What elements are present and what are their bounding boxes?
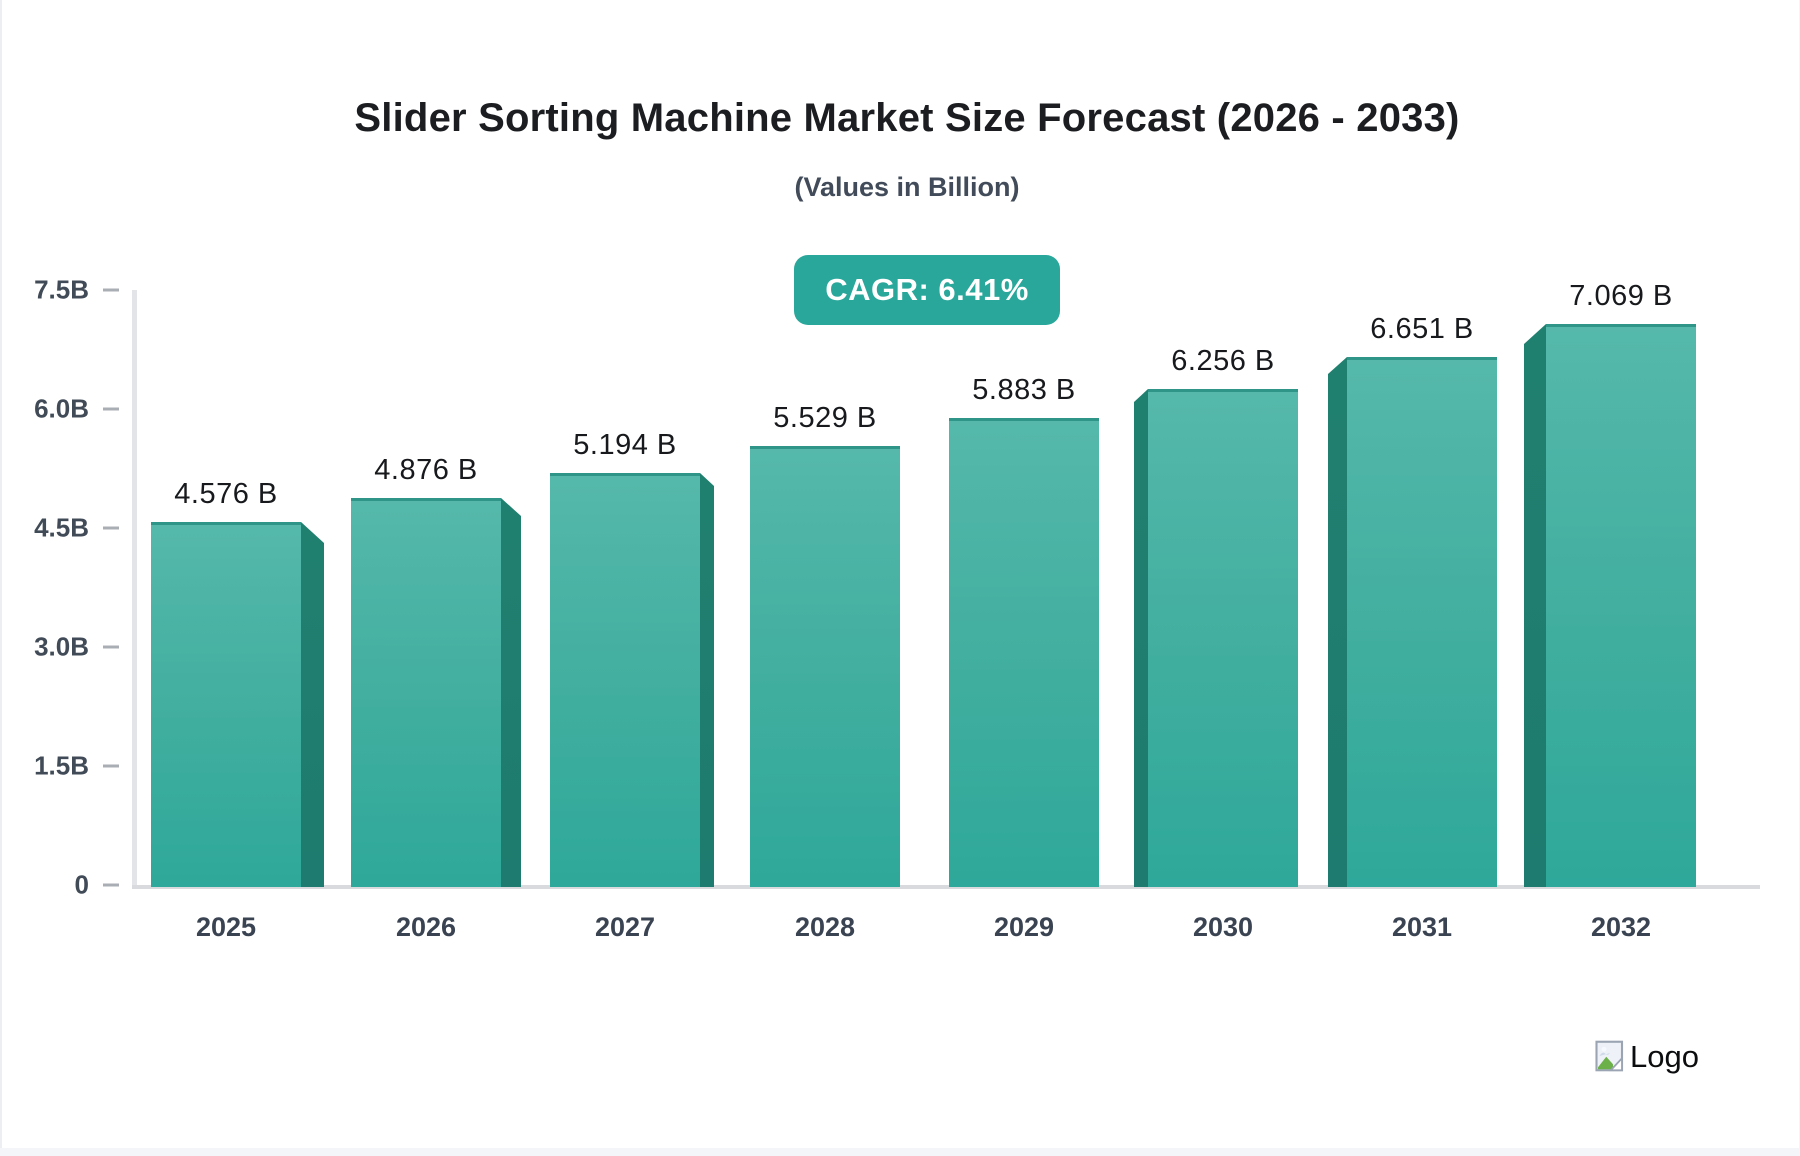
- bar-value-label: 4.876 B: [374, 454, 478, 486]
- cagr-badge: CAGR: 6.41%: [794, 255, 1060, 325]
- bar-value-label: 5.194 B: [573, 429, 677, 461]
- bar-3d-side-face: [1328, 357, 1347, 887]
- logo-fallback-text: Logo: [1630, 1038, 1699, 1074]
- bar-value-label: 7.069 B: [1569, 280, 1673, 312]
- bar-value-label: 4.576 B: [174, 478, 278, 510]
- bar-3d-side-face: [301, 522, 324, 887]
- y-axis-tick-label: 0: [74, 869, 89, 900]
- chart-title: Slider Sorting Machine Market Size Forec…: [354, 96, 1460, 140]
- y-axis-tick-mark: [103, 526, 119, 530]
- chart-subtitle: (Values in Billion): [794, 172, 1020, 202]
- bar-3d-side-face: [1134, 389, 1148, 887]
- bar: [949, 418, 1099, 887]
- y-axis-tick-mark: [103, 407, 119, 411]
- y-axis-tick-mark: [103, 645, 119, 649]
- y-axis-line: [132, 290, 137, 887]
- y-axis-tick-label: 1.5B: [34, 750, 89, 781]
- y-axis-tick-label: 6.0B: [34, 393, 89, 424]
- bar-value-label: 6.651 B: [1370, 313, 1474, 345]
- bar: [550, 473, 700, 887]
- bar-3d-side-face: [501, 498, 521, 887]
- bar: [750, 446, 900, 887]
- bar: [1347, 357, 1497, 887]
- broken-image-icon: [1595, 1040, 1624, 1072]
- y-axis-tick-mark: [103, 883, 119, 887]
- bar: [351, 498, 501, 887]
- x-axis-label: 2025: [195, 912, 257, 942]
- x-axis-baseline: [132, 885, 1760, 889]
- x-axis-label: 2028: [794, 912, 856, 942]
- cagr-badge-label: CAGR: 6.41%: [825, 272, 1029, 307]
- logo: Logo: [1592, 1038, 1699, 1074]
- bar-value-label: 5.529 B: [773, 402, 877, 434]
- y-axis-tick-mark: [103, 288, 119, 292]
- y-axis-tick-label: 7.5B: [34, 274, 89, 305]
- bar-value-label: 6.256 B: [1171, 345, 1275, 377]
- y-axis-tick-mark: [103, 764, 119, 768]
- bar-3d-side-face: [700, 473, 714, 887]
- x-axis-label: 2030: [1192, 912, 1254, 942]
- y-axis-tick-label: 4.5B: [34, 512, 89, 543]
- bar: [1148, 389, 1298, 887]
- x-axis-label: 2031: [1391, 912, 1453, 942]
- x-axis-label: 2029: [993, 912, 1055, 942]
- x-axis-label: 2026: [395, 912, 457, 942]
- bar-3d-side-face: [1524, 324, 1546, 887]
- y-axis-tick-label: 3.0B: [34, 631, 89, 662]
- bar: [151, 522, 301, 887]
- bar-value-label: 5.883 B: [972, 374, 1076, 406]
- x-axis-label: 2032: [1590, 912, 1652, 942]
- x-axis-label: 2027: [594, 912, 656, 942]
- bar: [1546, 324, 1696, 887]
